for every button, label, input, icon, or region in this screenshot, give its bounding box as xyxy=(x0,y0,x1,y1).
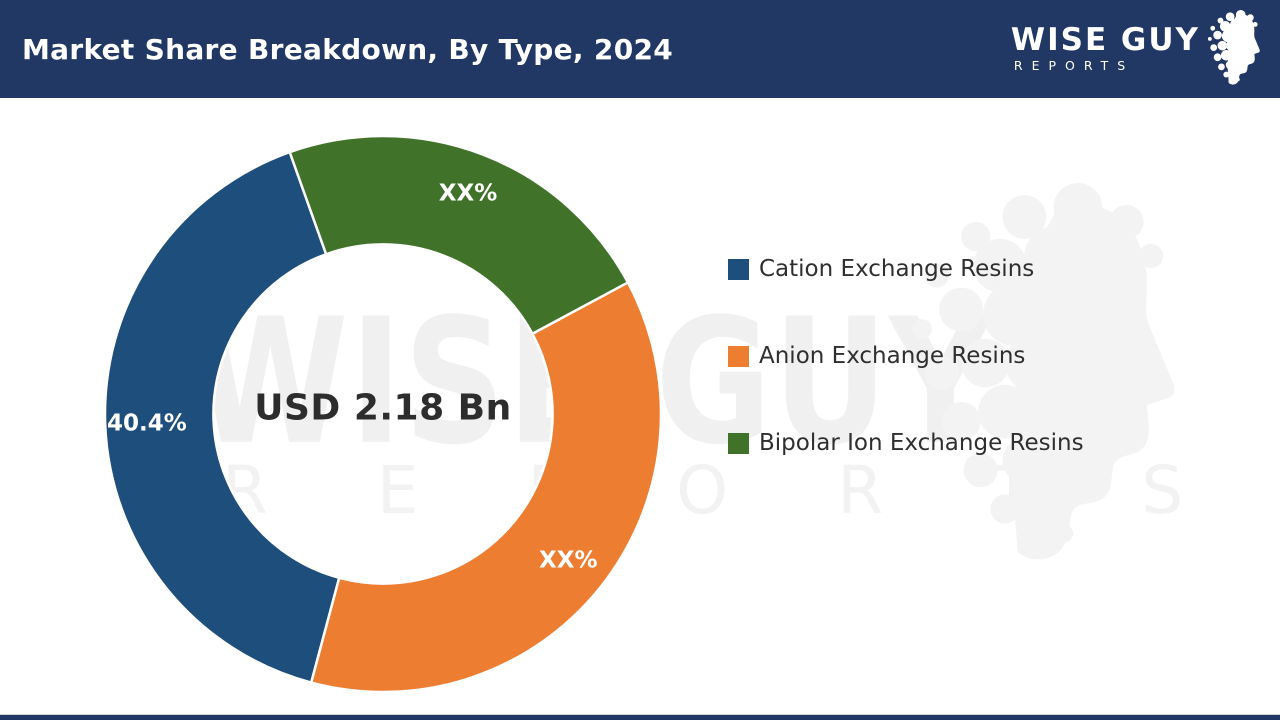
legend-swatch-bipolar xyxy=(728,432,749,454)
legend-label-anion: Anion Exchange Resins xyxy=(759,343,1026,369)
brand-subtitle: REPORTS xyxy=(1013,58,1135,74)
legend-label-cation: Cation Exchange Resins xyxy=(759,256,1035,282)
slice-label: 40.4% xyxy=(107,411,187,437)
chart-legend: Cation Exchange Resins Anion Exchange Re… xyxy=(728,256,1084,517)
page-title: Market Share Breakdown, By Type, 2024 xyxy=(22,32,674,66)
legend-swatch-anion xyxy=(728,345,749,367)
donut-segment xyxy=(309,281,663,694)
slice-label: XX% xyxy=(439,181,498,207)
brand-logo-text: WISE GUY REPORTS xyxy=(1011,25,1200,73)
brand-face-icon xyxy=(1207,9,1260,85)
legend-swatch-cation xyxy=(728,258,749,280)
legend-item-anion: Anion Exchange Resins xyxy=(728,343,1084,369)
header: Market Share Breakdown, By Type, 2024 WI… xyxy=(0,0,1280,98)
legend-label-bipolar: Bipolar Ion Exchange Resins xyxy=(759,430,1084,456)
brand-name: WISE GUY xyxy=(1010,22,1200,59)
chart-center-value: USD 2.18 Bn xyxy=(254,387,512,429)
bottom-accent-bar xyxy=(0,714,1280,720)
legend-item-cation: Cation Exchange Resins xyxy=(728,256,1084,282)
legend-item-bipolar: Bipolar Ion Exchange Resins xyxy=(728,430,1084,456)
donut-segment xyxy=(288,134,630,336)
brand-logo: WISE GUY REPORTS xyxy=(1011,9,1262,90)
slice-label: XX% xyxy=(539,548,598,574)
donut-segment xyxy=(103,150,341,684)
donut-chart: 40.4% XX% XX% xyxy=(103,134,663,694)
